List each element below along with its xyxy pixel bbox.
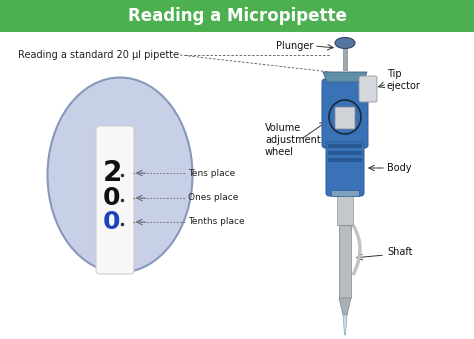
Ellipse shape [335, 38, 355, 48]
FancyBboxPatch shape [326, 142, 364, 196]
Bar [339, 225, 351, 298]
Text: Tenths place: Tenths place [188, 218, 245, 226]
Polygon shape [343, 315, 347, 335]
Bar [328, 158, 362, 162]
Text: Volume
adjustment
wheel: Volume adjustment wheel [265, 123, 321, 157]
Text: Body: Body [387, 163, 411, 173]
Bar [0, 0, 474, 32]
Text: 2: 2 [102, 159, 122, 187]
FancyBboxPatch shape [359, 76, 377, 102]
Text: Reading a standard 20 µl pipette: Reading a standard 20 µl pipette [18, 50, 179, 60]
Polygon shape [323, 72, 367, 82]
Text: Plunger: Plunger [275, 41, 313, 51]
FancyBboxPatch shape [322, 79, 368, 148]
Text: Reading a Micropipette: Reading a Micropipette [128, 7, 346, 25]
Text: Tens place: Tens place [188, 168, 235, 178]
Text: Shaft: Shaft [387, 247, 412, 257]
FancyBboxPatch shape [335, 107, 355, 129]
Polygon shape [339, 298, 351, 315]
Ellipse shape [47, 78, 192, 273]
Bar [331, 190, 359, 196]
Bar [337, 195, 353, 225]
Bar [343, 42, 347, 70]
Bar [328, 151, 362, 155]
Text: Ones place: Ones place [188, 194, 238, 202]
Text: Tip
ejector: Tip ejector [387, 69, 421, 91]
Text: 0: 0 [103, 186, 121, 210]
Bar [328, 144, 362, 148]
FancyBboxPatch shape [96, 126, 134, 274]
Text: 0: 0 [103, 210, 121, 234]
